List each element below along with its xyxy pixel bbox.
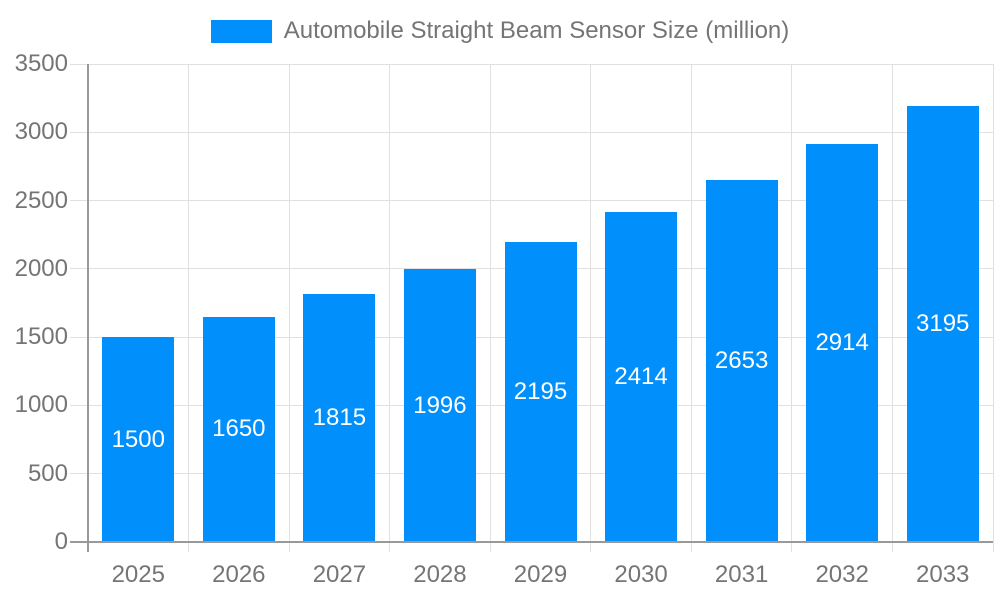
bar-value-label: 2195 <box>513 378 568 406</box>
bar <box>303 294 376 542</box>
chart-legend: Automobile Straight Beam Sensor Size (mi… <box>0 17 1000 45</box>
bar-value-label: 3195 <box>916 309 970 337</box>
x-axis-tick-label: 2026 <box>212 561 266 588</box>
bar-value-label: 2653 <box>714 346 769 374</box>
y-axis-tick-label: 0 <box>54 528 68 555</box>
x-axis-line <box>70 541 993 543</box>
y-gridline <box>70 63 993 65</box>
y-axis-tick-label: 2500 <box>14 186 68 214</box>
x-axis-tick-label: 2028 <box>413 561 467 588</box>
legend-swatch-icon <box>210 19 272 43</box>
bar-value-label: 1815 <box>312 404 367 432</box>
bar-value-label: 1996 <box>413 391 467 419</box>
bar <box>705 179 778 542</box>
x-gridline <box>489 64 491 552</box>
y-gridline <box>70 131 993 133</box>
x-gridline <box>992 64 994 552</box>
x-gridline <box>891 64 893 552</box>
y-axis-line <box>87 64 89 552</box>
bar <box>806 144 879 542</box>
x-axis-tick-label: 2027 <box>312 561 367 588</box>
x-gridline <box>288 64 290 552</box>
legend-series-label: Automobile Straight Beam Sensor Size (mi… <box>283 17 790 44</box>
x-axis-tick-label: 2030 <box>614 561 668 588</box>
y-axis-tick-label: 500 <box>27 459 68 487</box>
x-gridline <box>188 64 190 552</box>
bar-value-label: 1500 <box>111 425 165 453</box>
bar <box>202 316 275 542</box>
bar <box>102 337 175 542</box>
bar <box>403 269 476 542</box>
bar-value-label: 1650 <box>212 415 266 443</box>
bar <box>906 105 979 542</box>
x-axis-tick-label: 2025 <box>111 561 165 588</box>
x-gridline <box>690 64 692 552</box>
x-axis-tick-label: 2033 <box>916 561 970 588</box>
bar-value-label: 2914 <box>815 329 869 356</box>
y-axis-tick-label: 3000 <box>14 118 68 146</box>
x-axis-tick-label: 2031 <box>714 561 769 588</box>
y-axis-tick-label: 3500 <box>14 50 68 77</box>
x-axis-tick-label: 2032 <box>815 561 869 588</box>
y-gridline <box>70 200 993 202</box>
y-axis-tick-label: 1000 <box>14 391 68 419</box>
bar <box>605 212 678 542</box>
y-axis-tick-label: 1500 <box>14 323 68 351</box>
x-axis-tick-label: 2029 <box>513 561 568 588</box>
bar-value-label: 2414 <box>614 363 668 391</box>
y-axis-tick-label: 2000 <box>14 254 68 282</box>
bar <box>504 242 577 542</box>
x-gridline <box>791 64 793 552</box>
x-gridline <box>389 64 391 552</box>
x-gridline <box>590 64 592 552</box>
